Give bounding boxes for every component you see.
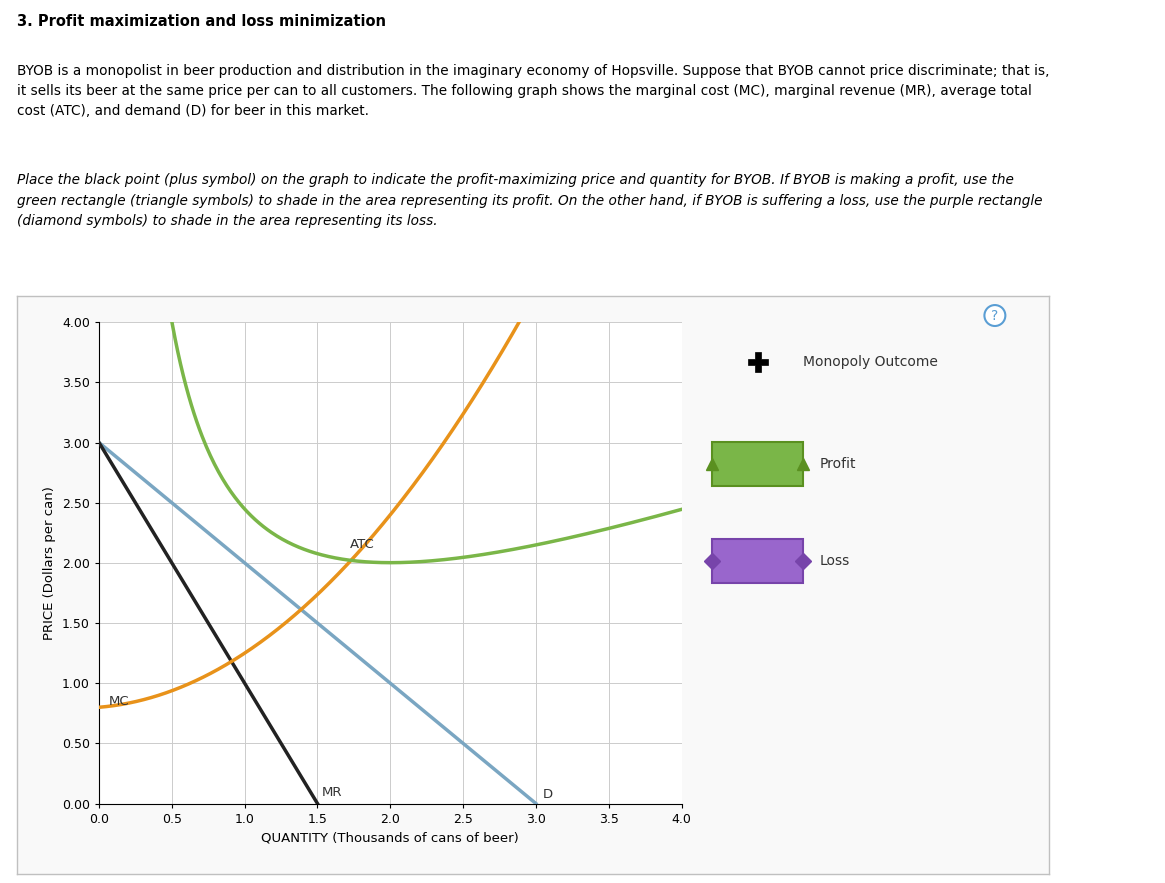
Text: MR: MR — [322, 786, 343, 799]
Text: Loss: Loss — [820, 554, 850, 568]
Text: BYOB is a monopolist in beer production and distribution in the imaginary econom: BYOB is a monopolist in beer production … — [17, 64, 1050, 117]
Text: ?: ? — [991, 308, 998, 322]
Text: Place the black point (plus symbol) on the graph to indicate the profit-maximizi: Place the black point (plus symbol) on t… — [17, 173, 1043, 229]
Text: Monopoly Outcome: Monopoly Outcome — [804, 355, 938, 369]
Text: Profit: Profit — [820, 457, 856, 471]
Text: MC: MC — [110, 695, 129, 708]
Bar — [712, 442, 804, 486]
Text: ATC: ATC — [350, 539, 374, 552]
Y-axis label: PRICE (Dollars per can): PRICE (Dollars per can) — [43, 486, 56, 640]
Text: 3. Profit maximization and loss minimization: 3. Profit maximization and loss minimiza… — [17, 14, 387, 29]
Bar — [712, 539, 804, 583]
X-axis label: QUANTITY (Thousands of cans of beer): QUANTITY (Thousands of cans of beer) — [261, 831, 520, 844]
Text: D: D — [543, 788, 553, 801]
